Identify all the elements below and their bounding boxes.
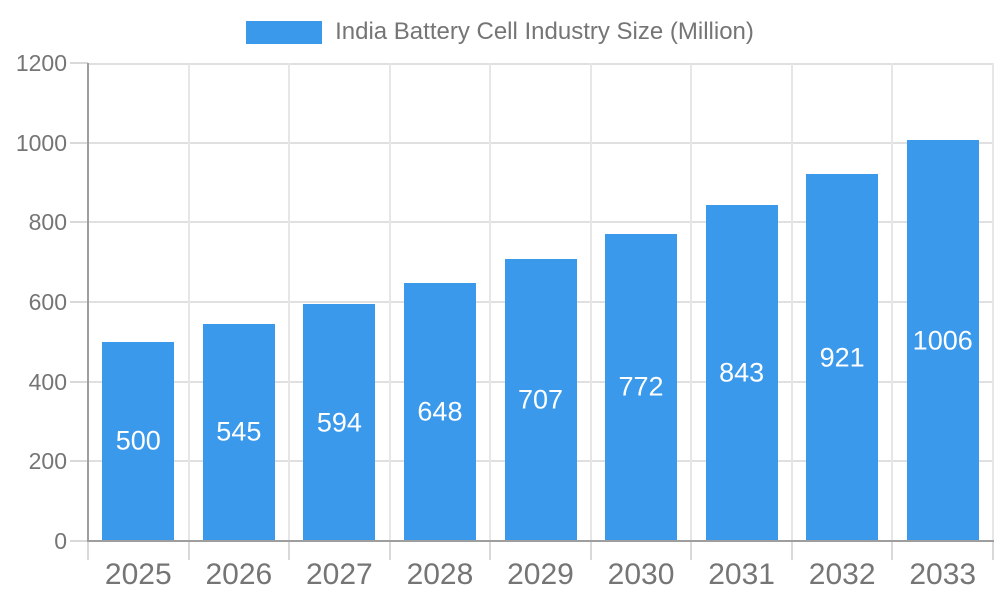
x-axis-label: 2027 — [306, 558, 373, 591]
bar-value-label: 772 — [618, 371, 664, 402]
y-axis-tick — [70, 460, 88, 463]
bar-value-label: 1006 — [912, 325, 973, 356]
x-axis-tick — [690, 541, 693, 560]
bar-2031[interactable]: 843 — [705, 205, 778, 541]
x-gridline — [288, 63, 291, 541]
y-gridline — [88, 221, 993, 224]
bar-2033[interactable]: 1006 — [906, 140, 979, 541]
y-axis-tick — [70, 540, 88, 542]
plot-area: 500 545 594 648 707 772 843 921 1006 — [88, 63, 994, 541]
bar-2026[interactable]: 545 — [202, 323, 275, 541]
y-axis-label: 1000 — [15, 129, 67, 156]
bar-value-label: 648 — [417, 396, 463, 427]
x-axis-label: 2026 — [205, 558, 273, 591]
y-gridline — [88, 63, 993, 65]
x-axis-tick — [589, 541, 592, 560]
x-axis-tick — [187, 541, 190, 560]
y-axis-tick — [70, 380, 88, 383]
y-axis-label: 1200 — [15, 50, 67, 76]
y-axis-label: 0 — [54, 528, 67, 554]
legend[interactable]: India Battery Cell Industry Size (Millio… — [0, 9, 1000, 55]
bar-2029[interactable]: 707 — [504, 259, 577, 541]
x-axis-tick — [992, 541, 994, 560]
x-gridline — [489, 63, 492, 541]
y-axis-line — [87, 63, 89, 541]
x-axis-label: 2030 — [607, 558, 675, 591]
y-axis-label: 800 — [28, 209, 67, 236]
x-axis-tick — [388, 541, 391, 560]
x-axis-label: 2025 — [104, 558, 172, 591]
x-axis-label: 2033 — [909, 558, 977, 591]
x-axis-tick — [87, 541, 89, 560]
bar-value-label: 707 — [517, 384, 564, 415]
bar-value-label: 545 — [216, 416, 262, 447]
x-axis-line — [87, 540, 994, 542]
x-axis-tick — [891, 541, 894, 560]
x-axis-label: 2031 — [708, 558, 775, 591]
bar-2027[interactable]: 594 — [303, 304, 376, 541]
y-axis-label: 400 — [28, 368, 67, 395]
x-gridline — [187, 63, 190, 541]
x-axis-label: 2029 — [507, 558, 574, 591]
x-gridline — [992, 63, 994, 541]
x-gridline — [690, 63, 693, 541]
legend-swatch-icon — [246, 20, 323, 44]
y-axis-tick — [70, 221, 88, 224]
x-gridline — [589, 63, 592, 541]
bar-2028[interactable]: 648 — [403, 282, 476, 541]
bar-value-label: 500 — [115, 425, 161, 456]
bar-2030[interactable]: 772 — [605, 233, 678, 541]
x-axis-label: 2028 — [406, 558, 474, 591]
y-axis-label: 600 — [28, 289, 67, 315]
x-gridline — [388, 63, 391, 541]
legend-label: India Battery Cell Industry Size (Millio… — [335, 18, 754, 45]
x-axis-tick — [790, 541, 793, 560]
bar-2025[interactable]: 500 — [102, 341, 175, 541]
y-axis-label: 200 — [28, 448, 67, 475]
y-axis-tick — [70, 62, 88, 64]
bar-value-label: 921 — [819, 342, 865, 373]
x-axis-tick — [489, 541, 492, 560]
x-gridline — [790, 63, 793, 541]
bar-2032[interactable]: 921 — [806, 174, 879, 541]
y-axis-tick — [70, 301, 88, 303]
x-axis-tick — [288, 541, 291, 560]
y-gridline — [88, 141, 993, 144]
bar-value-label: 594 — [316, 407, 362, 438]
y-axis-tick — [70, 141, 88, 144]
x-axis-label: 2032 — [808, 558, 876, 591]
x-gridline — [891, 63, 894, 541]
bar-value-label: 843 — [719, 357, 765, 388]
